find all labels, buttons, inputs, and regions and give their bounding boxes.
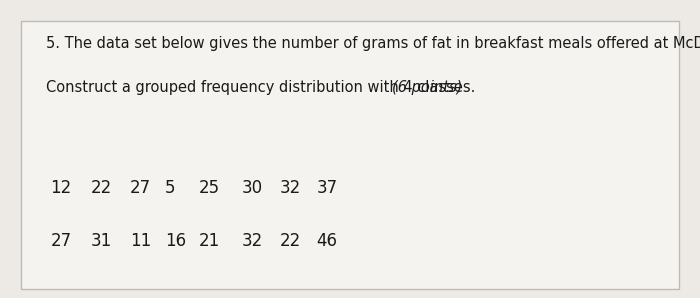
Text: 16: 16 [165, 232, 186, 250]
Text: Construct a grouped frequency distribution with 4 classes.: Construct a grouped frequency distributi… [46, 80, 480, 95]
Text: 32: 32 [280, 179, 301, 197]
Text: 11: 11 [130, 232, 151, 250]
Text: 30: 30 [241, 179, 262, 197]
Text: (6 points): (6 points) [392, 80, 463, 95]
Text: 5. The data set below gives the number of grams of fat in breakfast meals offere: 5. The data set below gives the number o… [46, 36, 700, 51]
Text: 27: 27 [130, 179, 151, 197]
Text: 12: 12 [50, 179, 71, 197]
Text: 32: 32 [241, 232, 262, 250]
Text: 27: 27 [50, 232, 71, 250]
FancyBboxPatch shape [21, 21, 679, 289]
Text: 37: 37 [316, 179, 337, 197]
Text: 46: 46 [316, 232, 337, 250]
Text: 22: 22 [280, 232, 301, 250]
Text: 22: 22 [91, 179, 112, 197]
Text: 5: 5 [165, 179, 176, 197]
Text: 25: 25 [199, 179, 220, 197]
Text: 21: 21 [199, 232, 220, 250]
Text: 31: 31 [91, 232, 112, 250]
